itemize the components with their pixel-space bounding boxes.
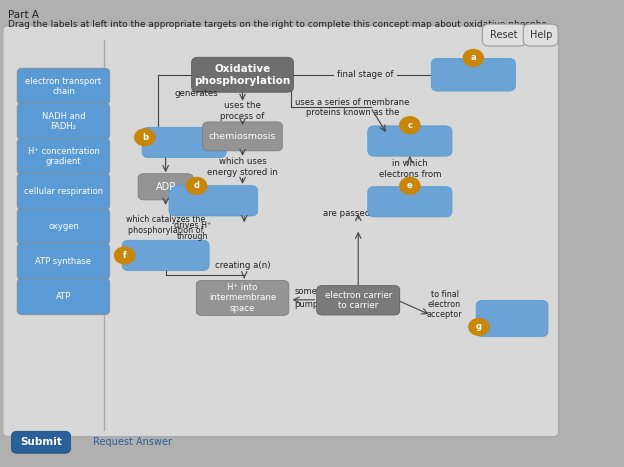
FancyBboxPatch shape [169,185,258,216]
Text: g: g [476,322,482,332]
FancyBboxPatch shape [17,103,110,140]
Text: NADH and
FADH₂: NADH and FADH₂ [42,112,85,131]
Circle shape [135,129,155,146]
Circle shape [115,247,135,264]
FancyBboxPatch shape [142,127,227,158]
Text: Oxidative
phosphorylation: Oxidative phosphorylation [195,64,291,85]
Text: cellular respiration: cellular respiration [24,187,103,196]
Circle shape [400,117,420,134]
Text: creating a(n): creating a(n) [215,261,270,270]
FancyBboxPatch shape [476,300,548,337]
Text: to final
electron
acceptor: to final electron acceptor [427,290,462,319]
Text: Reset: Reset [490,30,518,40]
FancyBboxPatch shape [192,57,294,92]
FancyBboxPatch shape [368,186,452,217]
Text: which catalyzes the
phosphorylation of: which catalyzes the phosphorylation of [126,215,205,235]
Text: Help: Help [530,30,552,40]
FancyBboxPatch shape [431,58,515,91]
Text: d: d [193,181,200,191]
FancyBboxPatch shape [17,208,110,245]
FancyBboxPatch shape [138,174,193,200]
Text: electron carrier
to carrier: electron carrier to carrier [324,290,392,310]
Circle shape [187,177,207,194]
Circle shape [400,177,420,194]
Text: e: e [407,181,412,191]
FancyBboxPatch shape [368,126,452,156]
FancyBboxPatch shape [11,432,71,453]
Text: ADP: ADP [155,182,176,192]
Text: Submit: Submit [20,437,62,447]
Text: pump: pump [294,300,318,310]
Text: Request Answer: Request Answer [92,437,172,447]
FancyBboxPatch shape [196,280,289,316]
Text: final stage of: final stage of [337,70,393,79]
Text: generates: generates [175,89,218,98]
Text: c: c [407,120,412,130]
Text: are passed from: are passed from [323,209,393,219]
FancyBboxPatch shape [17,243,110,280]
Text: Drag the labels at left into the appropriate targets on the right to complete th: Drag the labels at left into the appropr… [8,20,547,29]
FancyBboxPatch shape [17,138,110,175]
Text: Part A: Part A [8,10,39,20]
Text: oxygen: oxygen [48,222,79,231]
Text: H⁺ into
intermembrane
space: H⁺ into intermembrane space [209,283,276,313]
Text: a: a [470,53,476,63]
FancyBboxPatch shape [482,24,526,46]
Text: drives H⁺
through: drives H⁺ through [174,221,212,241]
Text: f: f [123,251,127,260]
Circle shape [463,50,484,66]
Text: uses the
process of: uses the process of [220,101,265,121]
Text: H⁺ concentration
gradient: H⁺ concentration gradient [27,147,99,166]
Text: ATP synthase: ATP synthase [36,257,92,266]
Text: some: some [295,287,318,297]
Text: b: b [142,133,148,142]
Text: ATP: ATP [56,292,71,301]
Text: uses a series of membrane
proteins known as the: uses a series of membrane proteins known… [295,98,410,117]
Text: electron transport
chain: electron transport chain [26,77,102,96]
FancyBboxPatch shape [2,26,558,437]
FancyBboxPatch shape [17,173,110,210]
Text: in which
electrons from: in which electrons from [379,159,441,179]
Text: chemiosmosis: chemiosmosis [209,132,276,141]
FancyBboxPatch shape [524,24,558,46]
FancyBboxPatch shape [203,122,283,151]
FancyBboxPatch shape [17,68,110,105]
Text: producing: producing [144,177,187,187]
FancyBboxPatch shape [316,285,400,315]
FancyBboxPatch shape [122,240,209,270]
Circle shape [469,318,489,335]
Text: which uses
energy stored in: which uses energy stored in [207,157,278,177]
FancyBboxPatch shape [17,278,110,315]
